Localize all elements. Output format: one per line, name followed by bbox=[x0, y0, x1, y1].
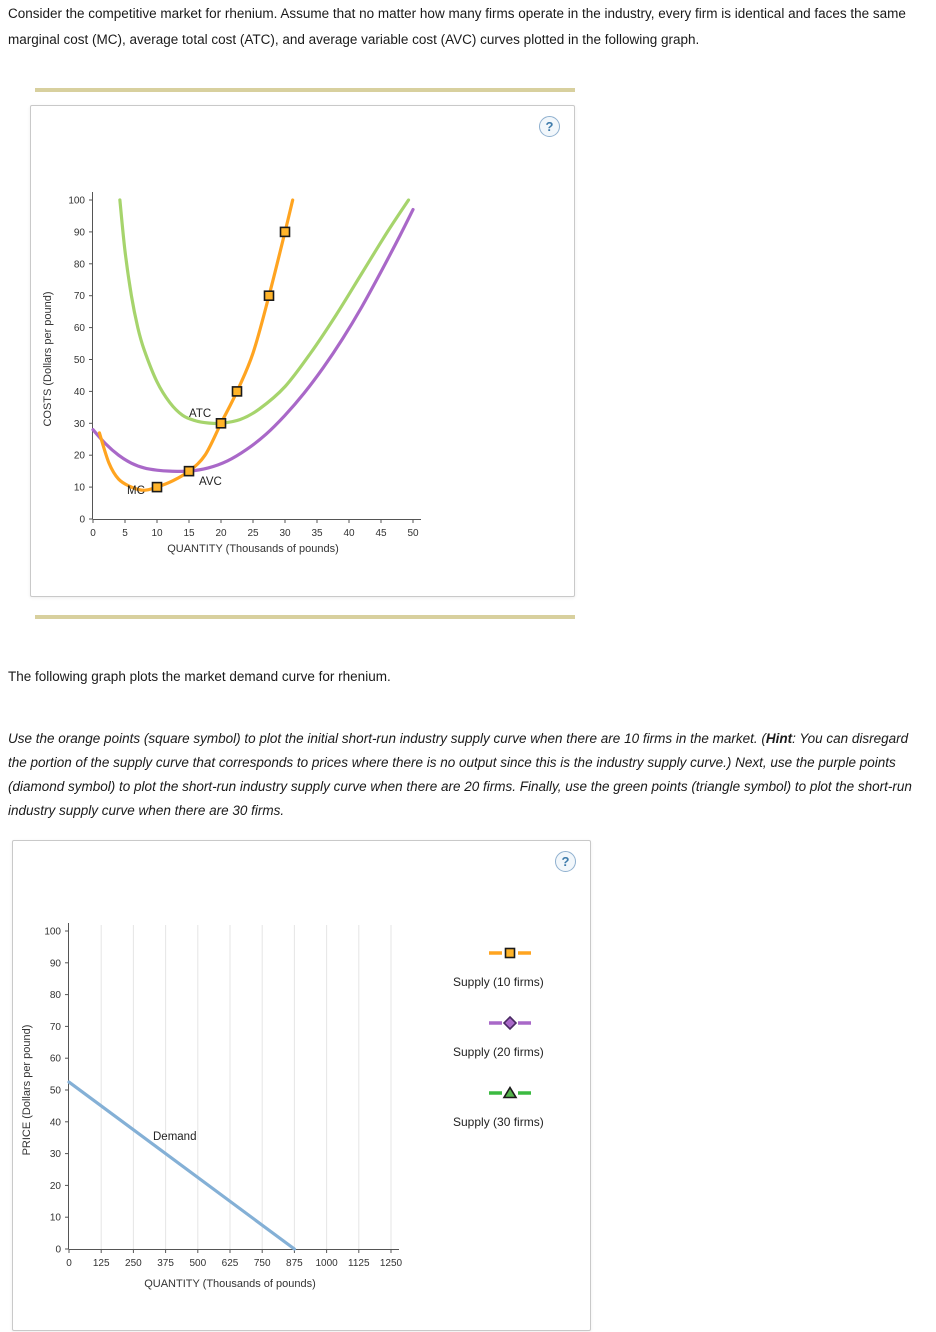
svg-text:30: 30 bbox=[50, 1149, 62, 1160]
supply-30-firms-label: Supply (30 firms) bbox=[453, 1115, 544, 1129]
svg-text:10: 10 bbox=[151, 528, 163, 539]
svg-text:50: 50 bbox=[407, 528, 419, 539]
supply-10-firms-square-icon[interactable] bbox=[488, 945, 532, 961]
demand-intro-paragraph: The following graph plots the market dem… bbox=[8, 669, 391, 684]
svg-text:50: 50 bbox=[50, 1086, 62, 1097]
supply-20-firms-label: Supply (20 firms) bbox=[453, 1045, 544, 1059]
demand-chart[interactable]: 0 125 250 375 500 625 750 875 1000 1125 1250 0 10 20 3… bbox=[13, 841, 592, 1303]
svg-text:90: 90 bbox=[74, 227, 86, 238]
instructions-part2: : You can disregard the portion of the s… bbox=[8, 731, 912, 818]
mc-curve-label: MC bbox=[127, 485, 145, 497]
svg-text:625: 625 bbox=[222, 1258, 239, 1269]
svg-text:5: 5 bbox=[122, 528, 128, 539]
svg-text:60: 60 bbox=[50, 1054, 62, 1065]
svg-text:50: 50 bbox=[74, 355, 86, 366]
svg-text:0: 0 bbox=[79, 515, 85, 526]
svg-text:40: 40 bbox=[343, 528, 355, 539]
svg-text:250: 250 bbox=[125, 1258, 142, 1269]
svg-text:100: 100 bbox=[44, 927, 61, 938]
supply-10-firms-label: Supply (10 firms) bbox=[453, 975, 544, 989]
svg-text:70: 70 bbox=[74, 291, 86, 302]
svg-text:60: 60 bbox=[74, 323, 86, 334]
svg-text:100: 100 bbox=[68, 196, 85, 207]
section-divider-bottom bbox=[35, 615, 575, 619]
demand-supply-panel: ? 0 125 250 375 500 625 750 875 1000 1125 1250 0 10 2… bbox=[12, 840, 591, 1331]
instructions-part1: Use the orange points (square symbol) to… bbox=[8, 731, 766, 746]
svg-text:0: 0 bbox=[55, 1245, 61, 1256]
section-divider-top bbox=[35, 88, 575, 92]
svg-text:1250: 1250 bbox=[380, 1258, 403, 1269]
svg-text:1000: 1000 bbox=[315, 1258, 338, 1269]
atc-curve-label: ATC bbox=[189, 408, 212, 420]
instructions-hint-label: Hint bbox=[765, 731, 793, 746]
svg-text:20: 20 bbox=[50, 1181, 62, 1192]
svg-text:90: 90 bbox=[50, 958, 62, 969]
chart2-x-axis-title: QUANTITY (Thousands of pounds) bbox=[144, 1278, 316, 1290]
svg-text:20: 20 bbox=[215, 528, 227, 539]
cost-curves-panel: ? 0 5 10 15 20 25 30 35 40 45 50 0 10 20 30 40 50 60 70 80 9… bbox=[30, 105, 575, 597]
svg-text:15: 15 bbox=[183, 528, 195, 539]
svg-text:125: 125 bbox=[93, 1258, 110, 1269]
svg-text:10: 10 bbox=[74, 483, 86, 494]
svg-text:750: 750 bbox=[254, 1258, 271, 1269]
svg-text:20: 20 bbox=[74, 451, 86, 462]
svg-text:0: 0 bbox=[66, 1258, 72, 1269]
avc-curve-label: AVC bbox=[199, 476, 222, 488]
svg-text:80: 80 bbox=[74, 259, 86, 270]
chart1-x-axis-title: QUANTITY (Thousands of pounds) bbox=[167, 543, 339, 555]
svg-text:500: 500 bbox=[189, 1258, 206, 1269]
svg-text:45: 45 bbox=[375, 528, 387, 539]
svg-text:40: 40 bbox=[74, 387, 86, 398]
svg-text:70: 70 bbox=[50, 1022, 62, 1033]
svg-text:35: 35 bbox=[311, 528, 323, 539]
svg-text:0: 0 bbox=[90, 528, 96, 539]
supply-20-firms-diamond-icon[interactable] bbox=[488, 1015, 532, 1031]
svg-text:80: 80 bbox=[50, 990, 62, 1001]
demand-curve-label: Demand bbox=[153, 1131, 197, 1143]
svg-text:10: 10 bbox=[50, 1213, 62, 1224]
cost-curves-chart: 0 5 10 15 20 25 30 35 40 45 50 0 10 20 30 40 50 60 70 80 90 1… bbox=[68, 192, 421, 539]
svg-text:875: 875 bbox=[286, 1258, 303, 1269]
svg-text:40: 40 bbox=[50, 1117, 62, 1128]
intro-paragraph: Consider the competitive market for rhen… bbox=[8, 6, 906, 47]
help-icon[interactable]: ? bbox=[555, 851, 576, 872]
svg-text:25: 25 bbox=[247, 528, 259, 539]
svg-text:30: 30 bbox=[74, 419, 86, 430]
svg-text:375: 375 bbox=[157, 1258, 174, 1269]
help-icon[interactable]: ? bbox=[539, 116, 560, 137]
chart1-y-axis-title: COSTS (Dollars per pound) bbox=[42, 291, 54, 427]
supply-30-firms-triangle-icon[interactable] bbox=[488, 1085, 532, 1101]
svg-text:1125: 1125 bbox=[348, 1258, 370, 1269]
svg-text:30: 30 bbox=[279, 528, 291, 539]
chart2-y-axis-title: PRICE (Dollars per pound) bbox=[21, 1024, 33, 1156]
instructions-paragraph: Use the orange points (square symbol) to… bbox=[8, 727, 928, 823]
